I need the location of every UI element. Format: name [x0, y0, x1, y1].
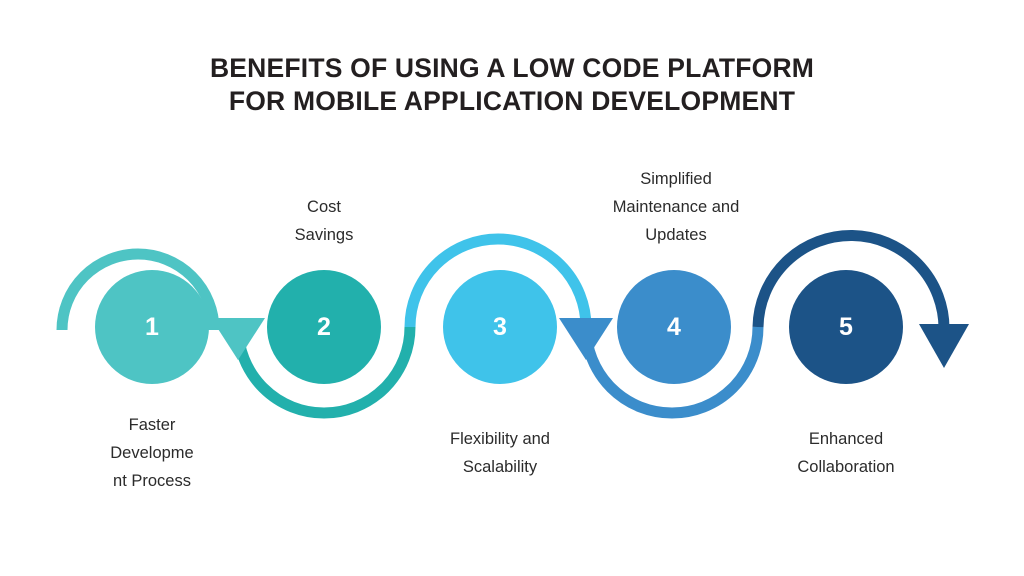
flow-arrowhead-group [211, 318, 969, 368]
step-label-4: Simplified Maintenance and Updates [612, 170, 740, 244]
arrowhead-end [919, 324, 969, 368]
step-circle-2[interactable]: 2 [267, 270, 381, 384]
page-title: BENEFITS OF USING A LOW CODE PLATFORM FO… [0, 52, 1024, 118]
step-circle-5[interactable]: 5 [789, 270, 903, 384]
title-line-2: FOR MOBILE APPLICATION DEVELOPMENT [228, 86, 796, 116]
step-label-3: Flexibility and Scalability [450, 430, 550, 476]
arc-over-step-3 [404, 233, 592, 328]
arc-under-step-2 [232, 326, 416, 419]
step-number-2: 2 [317, 312, 331, 341]
step-label-5: Enhanced Collaboration [797, 430, 895, 476]
step-number-4: 4 [667, 312, 681, 341]
step-number-1: 1 [145, 312, 159, 341]
arc-over-step-5 [752, 230, 950, 331]
arc-under-step-4 [580, 326, 764, 419]
step-number-3: 3 [493, 312, 507, 341]
step-label-2: Cost Savings [294, 198, 354, 244]
arrowhead-step-3-to-4 [559, 318, 613, 360]
step-circle-4[interactable]: 4 [617, 270, 731, 384]
flow-curve-group [56, 230, 950, 419]
arrowhead-step-1-to-2 [211, 318, 265, 360]
step-number-5: 5 [839, 312, 853, 341]
arc-over-step-1 [56, 248, 220, 331]
title-line-1: BENEFITS OF USING A LOW CODE PLATFORM [209, 53, 815, 83]
step-circle-1[interactable]: 1 [95, 270, 209, 384]
step-label-1: Faster Developme nt Process [110, 416, 194, 490]
step-circle-3[interactable]: 3 [443, 270, 557, 384]
